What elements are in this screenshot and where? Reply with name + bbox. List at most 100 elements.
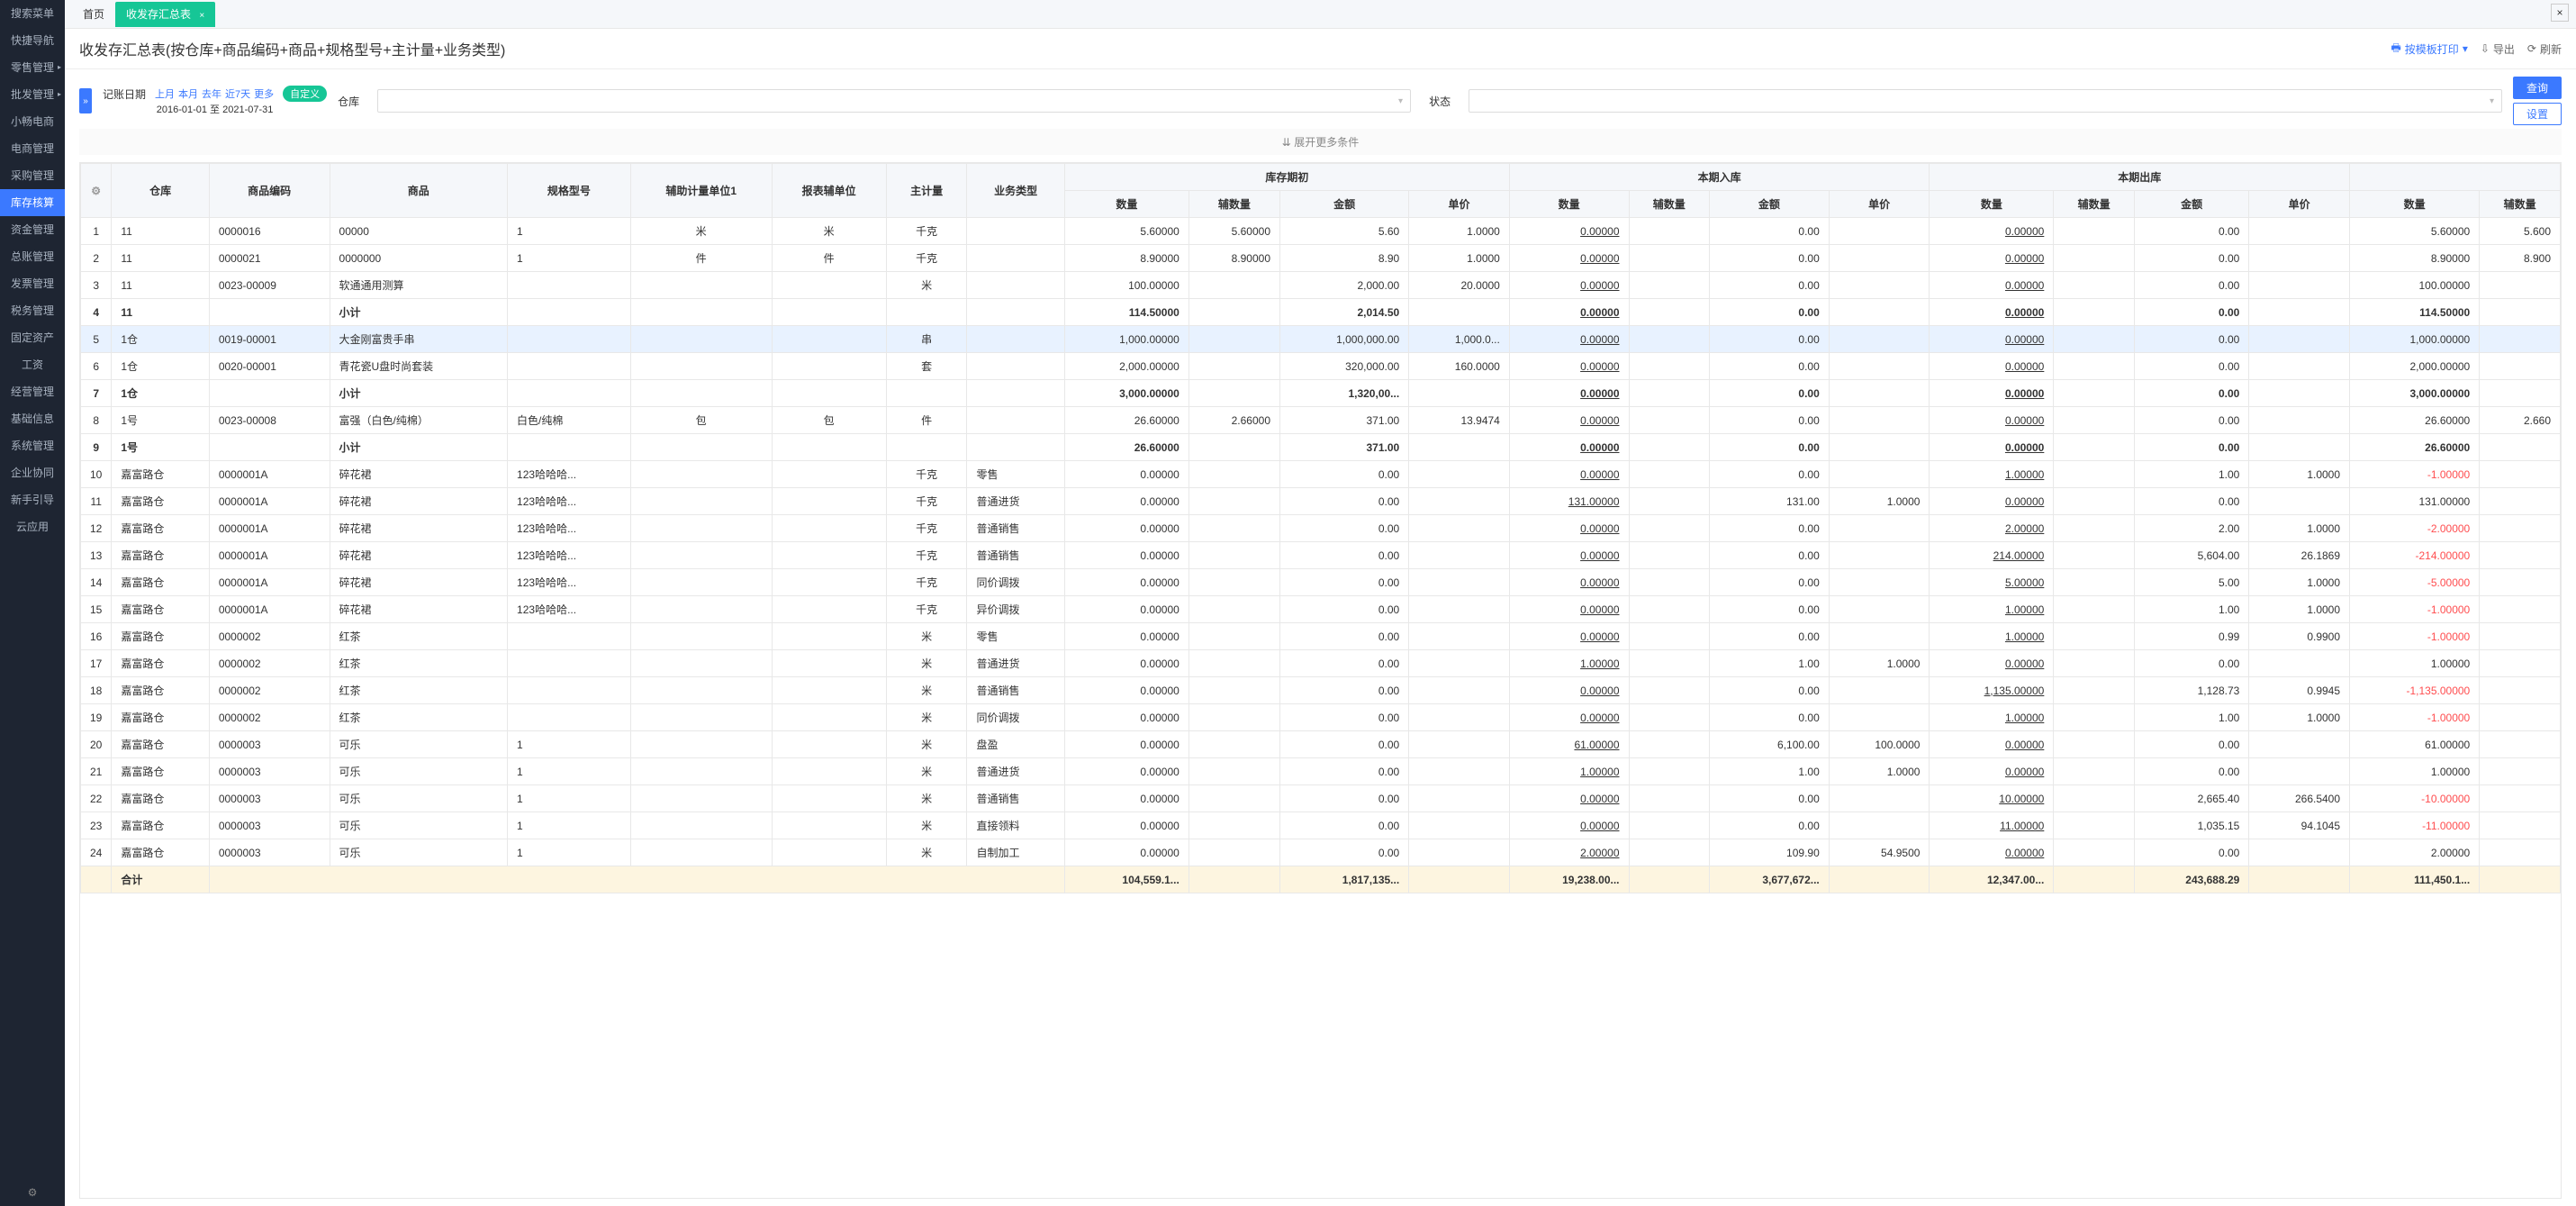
table-row[interactable]: 11嘉富路仓0000001A碎花裙123哈哈哈...千克普通进货0.000000…: [81, 488, 2561, 515]
sidebar-item[interactable]: 企业协同: [0, 459, 65, 486]
drill-link[interactable]: 0.00000: [2005, 657, 2044, 670]
table-row[interactable]: 17嘉富路仓0000002红茶米普通进货0.000000.001.000001.…: [81, 650, 2561, 677]
table-container[interactable]: ⚙仓库商品编码商品规格型号辅助计量单位1报表辅单位主计量业务类型库存期初本期入库…: [79, 162, 2562, 1199]
column-gear-icon[interactable]: ⚙: [91, 185, 101, 197]
drill-link[interactable]: 0.00000: [2005, 766, 2044, 778]
export-button[interactable]: ⇩ 导出: [2481, 41, 2515, 57]
sidebar-item[interactable]: 电商管理: [0, 135, 65, 162]
drill-link[interactable]: 0.00000: [1580, 603, 1619, 616]
drill-link[interactable]: 0.00000: [2005, 279, 2044, 292]
drill-link[interactable]: 0.00000: [1580, 793, 1619, 805]
sidebar-item[interactable]: 小畅电商: [0, 108, 65, 135]
drill-link[interactable]: 0.00000: [1580, 387, 1619, 400]
query-button[interactable]: 查询: [2513, 77, 2562, 99]
drill-link[interactable]: 1.00000: [2005, 468, 2044, 481]
sidebar-item[interactable]: 系统管理: [0, 432, 65, 459]
drill-link[interactable]: 0.00000: [1580, 441, 1619, 454]
sidebar-item[interactable]: 云应用: [0, 513, 65, 540]
drill-link[interactable]: 0.00000: [1580, 333, 1619, 346]
drill-link[interactable]: 0.00000: [1580, 522, 1619, 535]
drill-link[interactable]: 0.00000: [2005, 225, 2044, 238]
drill-link[interactable]: 0.00000: [1580, 549, 1619, 562]
date-link[interactable]: 本月: [178, 89, 198, 100]
gear-icon[interactable]: ⚙: [0, 1179, 65, 1206]
drill-link[interactable]: 0.00000: [1580, 820, 1619, 832]
drill-link[interactable]: 0.00000: [1580, 468, 1619, 481]
expand-more-button[interactable]: ⇊ 展开更多条件: [79, 129, 2562, 155]
status-select[interactable]: [1469, 89, 2502, 113]
drill-link[interactable]: 0.00000: [2005, 306, 2044, 319]
drill-link[interactable]: 0.00000: [2005, 360, 2044, 373]
drill-link[interactable]: 131.00000: [1568, 495, 1620, 508]
date-link[interactable]: 近7天: [225, 89, 250, 100]
table-row[interactable]: 13嘉富路仓0000001A碎花裙123哈哈哈...千克普通销售0.000000…: [81, 542, 2561, 569]
drill-link[interactable]: 1,135.00000: [1984, 685, 2045, 697]
drill-link[interactable]: 0.00000: [1580, 306, 1619, 319]
table-row[interactable]: 51仓0019-00001大金刚富贵手串串1,000.000001,000,00…: [81, 326, 2561, 353]
drill-link[interactable]: 0.00000: [2005, 414, 2044, 427]
drill-link[interactable]: 2.00000: [2005, 522, 2044, 535]
drill-link[interactable]: 0.00000: [1580, 414, 1619, 427]
drill-link[interactable]: 0.00000: [1580, 252, 1619, 265]
drill-link[interactable]: 0.00000: [1580, 225, 1619, 238]
date-link[interactable]: 更多: [254, 89, 274, 100]
sidebar-item[interactable]: 税务管理: [0, 297, 65, 324]
sidebar-item[interactable]: 基础信息: [0, 405, 65, 432]
drill-link[interactable]: 0.00000: [2005, 441, 2044, 454]
drill-link[interactable]: 0.00000: [1580, 630, 1619, 643]
table-row[interactable]: 16嘉富路仓0000002红茶米零售0.000000.000.000000.00…: [81, 623, 2561, 650]
sidebar-item[interactable]: 工资: [0, 351, 65, 378]
sidebar-item[interactable]: 采购管理: [0, 162, 65, 189]
drill-link[interactable]: 0.00000: [2005, 847, 2044, 859]
table-row[interactable]: 211000002100000001件件千克8.900008.900008.90…: [81, 245, 2561, 272]
drill-link[interactable]: 0.00000: [2005, 333, 2044, 346]
drill-link[interactable]: 10.00000: [1999, 793, 2044, 805]
sidebar-item[interactable]: 发票管理: [0, 270, 65, 297]
drill-link[interactable]: 0.00000: [2005, 387, 2044, 400]
sidebar-item[interactable]: 固定资产: [0, 324, 65, 351]
drill-link[interactable]: 1.00000: [1580, 766, 1619, 778]
sidebar-item[interactable]: 资金管理: [0, 216, 65, 243]
table-row[interactable]: 20嘉富路仓0000003可乐1米盘盈0.000000.0061.000006,…: [81, 731, 2561, 758]
drill-link[interactable]: 5.00000: [2005, 576, 2044, 589]
sidebar-item[interactable]: 批发管理▸: [0, 81, 65, 108]
table-row[interactable]: 24嘉富路仓0000003可乐1米自制加工0.000000.002.000001…: [81, 839, 2561, 866]
drill-link[interactable]: 2.00000: [1580, 847, 1619, 859]
sidebar-item[interactable]: 快捷导航: [0, 27, 65, 54]
table-row[interactable]: 12嘉富路仓0000001A碎花裙123哈哈哈...千克普通销售0.000000…: [81, 515, 2561, 542]
settings-button[interactable]: 设置: [2513, 103, 2562, 125]
drill-link[interactable]: 0.00000: [1580, 712, 1619, 724]
tab-report[interactable]: 收发存汇总表 ×: [115, 2, 215, 27]
drill-link[interactable]: 0.00000: [2005, 495, 2044, 508]
date-link[interactable]: 上月: [155, 89, 175, 100]
drill-link[interactable]: 11.00000: [2000, 820, 2044, 832]
table-row[interactable]: 10嘉富路仓0000001A碎花裙123哈哈哈...千克零售0.000000.0…: [81, 461, 2561, 488]
table-row[interactable]: 21嘉富路仓0000003可乐1米普通进货0.000000.001.000001…: [81, 758, 2561, 785]
table-row[interactable]: 23嘉富路仓0000003可乐1米直接领料0.000000.000.000000…: [81, 812, 2561, 839]
table-row[interactable]: 14嘉富路仓0000001A碎花裙123哈哈哈...千克同价调拨0.000000…: [81, 569, 2561, 596]
collapse-icon[interactable]: »: [79, 88, 92, 113]
table-row[interactable]: 81号0023-00008富强（白色/纯棉）白色/纯棉包包件26.600002.…: [81, 407, 2561, 434]
close-icon[interactable]: ×: [199, 11, 204, 21]
close-all-icon[interactable]: ×: [2551, 4, 2569, 22]
refresh-button[interactable]: ⟳ 刷新: [2527, 41, 2562, 57]
sidebar-item[interactable]: 经营管理: [0, 378, 65, 405]
table-row[interactable]: 1110000016000001米米千克5.600005.600005.601.…: [81, 218, 2561, 245]
sidebar-item[interactable]: 新手引导: [0, 486, 65, 513]
sidebar-item[interactable]: 零售管理▸: [0, 54, 65, 81]
table-row[interactable]: 91号小计26.60000371.000.000000.000.000000.0…: [81, 434, 2561, 461]
drill-link[interactable]: 0.00000: [1580, 360, 1619, 373]
drill-link[interactable]: 0.00000: [1580, 279, 1619, 292]
table-row[interactable]: 71仓小计3,000.000001,320,00...0.000000.000.…: [81, 380, 2561, 407]
table-row[interactable]: 18嘉富路仓0000002红茶米普通销售0.000000.000.000000.…: [81, 677, 2561, 704]
print-button[interactable]: 🖶 按模板打印 ▾: [2391, 40, 2467, 59]
drill-link[interactable]: 0.00000: [2005, 252, 2044, 265]
table-row[interactable]: 22嘉富路仓0000003可乐1米普通销售0.000000.000.000000…: [81, 785, 2561, 812]
drill-link[interactable]: 1.00000: [2005, 603, 2044, 616]
drill-link[interactable]: 0.00000: [1580, 576, 1619, 589]
sidebar-item[interactable]: 搜索菜单: [0, 0, 65, 27]
table-row[interactable]: 411小计114.500002,014.500.000000.000.00000…: [81, 299, 2561, 326]
drill-link[interactable]: 61.00000: [1574, 739, 1619, 751]
tab-home[interactable]: 首页: [72, 2, 115, 27]
drill-link[interactable]: 1.00000: [2005, 630, 2044, 643]
